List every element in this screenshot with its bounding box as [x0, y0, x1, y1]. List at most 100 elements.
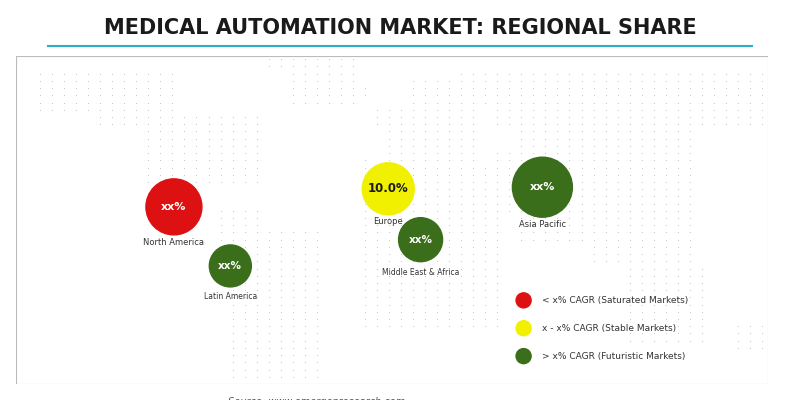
Point [635, 121, 648, 128]
Point [322, 56, 335, 62]
Point [659, 280, 672, 286]
Point [142, 179, 154, 185]
Point [683, 92, 696, 98]
Point [491, 222, 504, 228]
Point [503, 150, 516, 156]
Point [587, 208, 600, 214]
Point [503, 172, 516, 178]
Point [310, 330, 323, 337]
Point [394, 323, 407, 330]
Point [154, 179, 166, 185]
Point [611, 70, 624, 77]
Point [599, 136, 612, 142]
Point [382, 143, 395, 149]
Point [647, 236, 660, 243]
Point [755, 78, 768, 84]
Point [166, 70, 179, 77]
Point [587, 150, 600, 156]
Point [454, 222, 467, 228]
Point [647, 287, 660, 293]
Point [551, 136, 564, 142]
Point [647, 114, 660, 120]
Point [298, 352, 311, 358]
Point [418, 280, 431, 286]
Point [467, 258, 480, 264]
Point [226, 164, 239, 171]
Point [334, 78, 347, 84]
Point [671, 121, 684, 128]
Point [479, 251, 492, 257]
Point [226, 287, 239, 293]
Point [755, 338, 768, 344]
Point [635, 244, 648, 250]
Point [286, 352, 299, 358]
Point [226, 330, 239, 337]
Point [755, 121, 768, 128]
Point [454, 70, 467, 77]
Point [491, 280, 504, 286]
Point [575, 128, 588, 135]
Point [479, 99, 492, 106]
Ellipse shape [516, 321, 531, 336]
Point [322, 63, 335, 70]
Point [286, 302, 299, 308]
Point [623, 244, 636, 250]
Point [599, 92, 612, 98]
Point [394, 208, 407, 214]
Point [683, 114, 696, 120]
Point [671, 222, 684, 228]
Point [322, 99, 335, 106]
Point [34, 106, 46, 113]
Point [418, 244, 431, 250]
Point [527, 236, 540, 243]
Point [491, 236, 504, 243]
Point [250, 114, 263, 120]
Point [202, 164, 215, 171]
Point [743, 92, 756, 98]
Point [382, 106, 395, 113]
Point [527, 172, 540, 178]
Point [70, 85, 82, 91]
Point [154, 143, 166, 149]
Point [467, 222, 480, 228]
Point [322, 85, 335, 91]
Point [442, 236, 455, 243]
Point [623, 222, 636, 228]
Point [226, 265, 239, 272]
Point [262, 272, 275, 279]
Point [647, 302, 660, 308]
Point [442, 114, 455, 120]
Point [683, 164, 696, 171]
Point [611, 172, 624, 178]
Point [611, 150, 624, 156]
Point [430, 193, 443, 200]
Point [382, 208, 395, 214]
Point [358, 172, 371, 178]
Point [659, 157, 672, 164]
Point [430, 309, 443, 315]
Point [238, 265, 251, 272]
Point [587, 193, 600, 200]
Point [442, 208, 455, 214]
Point [647, 164, 660, 171]
Point [298, 70, 311, 77]
Point [454, 316, 467, 322]
Point [635, 258, 648, 264]
Point [454, 294, 467, 301]
Point [587, 114, 600, 120]
Point [635, 229, 648, 236]
Point [635, 309, 648, 315]
Text: xx%: xx% [162, 202, 186, 212]
Point [238, 374, 251, 380]
Point [731, 330, 744, 337]
Point [635, 186, 648, 192]
Point [298, 338, 311, 344]
Point [659, 186, 672, 192]
Point [214, 222, 227, 228]
Point [310, 366, 323, 373]
Ellipse shape [516, 349, 531, 364]
Point [743, 85, 756, 91]
Point [418, 222, 431, 228]
Point [370, 302, 383, 308]
Point [454, 157, 467, 164]
